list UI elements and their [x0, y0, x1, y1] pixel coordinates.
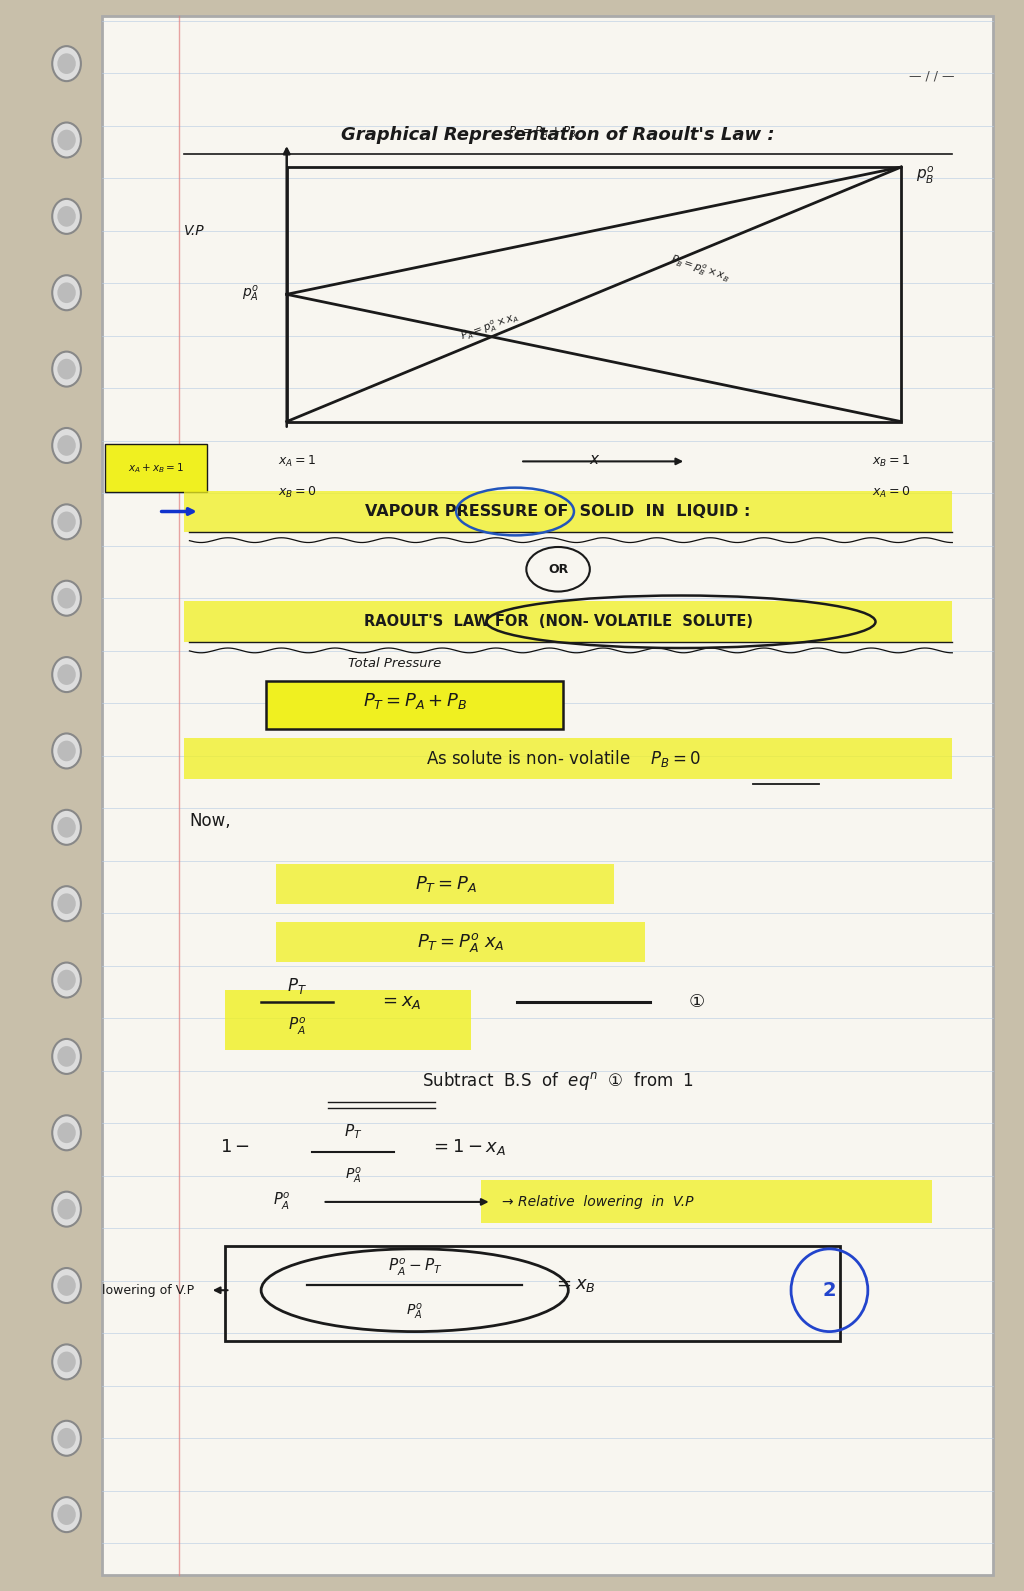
Ellipse shape	[52, 733, 81, 768]
Text: $P^o_A - P_T$: $P^o_A - P_T$	[387, 1257, 442, 1279]
Ellipse shape	[57, 1505, 76, 1526]
Ellipse shape	[57, 818, 76, 838]
Text: $P_T$: $P_T$	[344, 1122, 362, 1141]
Text: $P_T$: $P_T$	[287, 977, 307, 996]
Ellipse shape	[52, 1192, 81, 1227]
Text: Subtract  B.S  of  $eq^n$  ①  from  1: Subtract B.S of $eq^n$ ① from 1	[422, 1071, 694, 1091]
Text: $x_A = 0$: $x_A = 0$	[871, 485, 910, 500]
Text: $p^o_B$: $p^o_B$	[916, 164, 935, 186]
Text: $P_T  =  P_A$: $P_T = P_A$	[415, 875, 476, 894]
Ellipse shape	[52, 1497, 81, 1532]
Text: OR: OR	[548, 563, 568, 576]
Text: $x_A = 1$: $x_A = 1$	[278, 453, 316, 468]
Text: Graphical Representation of Raoult's Law :: Graphical Representation of Raoult's Law…	[341, 126, 775, 145]
Text: $P_B = p^o_B \times x_B$: $P_B = p^o_B \times x_B$	[668, 251, 731, 286]
Ellipse shape	[57, 1123, 76, 1144]
Text: As solute is non- volatile    $P_B = 0$: As solute is non- volatile $P_B = 0$	[426, 748, 700, 768]
Text: $P_T  =  P^o_A\ x_A$: $P_T = P^o_A\ x_A$	[417, 931, 505, 953]
Bar	[276, 923, 645, 963]
Text: 2: 2	[822, 1281, 837, 1300]
Ellipse shape	[52, 352, 81, 387]
Ellipse shape	[52, 886, 81, 921]
Ellipse shape	[57, 741, 76, 762]
Ellipse shape	[52, 581, 81, 616]
Ellipse shape	[52, 46, 81, 81]
Text: RAOULT'S  LAW FOR  (NON- VOLATILE  SOLUTE): RAOULT'S LAW FOR (NON- VOLATILE SOLUTE)	[364, 614, 753, 630]
Bar	[184, 738, 952, 780]
Ellipse shape	[52, 1115, 81, 1150]
Bar	[276, 864, 614, 904]
Text: $1 -$: $1 -$	[220, 1138, 250, 1157]
Text: $=  x_A$: $= x_A$	[379, 993, 422, 1012]
Ellipse shape	[52, 1039, 81, 1074]
Text: $= 1 - x_A$: $= 1 - x_A$	[430, 1138, 506, 1157]
Text: Total Pressure: Total Pressure	[347, 657, 441, 670]
Ellipse shape	[57, 1047, 76, 1068]
Text: $P_A = p^o_A \times x_A$: $P_A = p^o_A \times x_A$	[459, 310, 522, 345]
Ellipse shape	[57, 1429, 76, 1449]
Text: → Relative  lowering  in  V.P: → Relative lowering in V.P	[502, 1195, 693, 1209]
Text: ①: ①	[688, 993, 705, 1012]
Text: $p^o_A$: $p^o_A$	[243, 285, 259, 304]
Bar	[225, 1246, 840, 1341]
Text: $P_T = P_A + P_B$: $P_T = P_A + P_B$	[362, 690, 467, 711]
Text: $x_B = 0$: $x_B = 0$	[278, 485, 316, 500]
Ellipse shape	[52, 810, 81, 845]
Ellipse shape	[52, 504, 81, 539]
Ellipse shape	[57, 512, 76, 533]
Ellipse shape	[52, 123, 81, 158]
Text: V.P: V.P	[184, 224, 205, 237]
Bar	[184, 490, 952, 531]
Ellipse shape	[52, 199, 81, 234]
Text: $x_A + x_B = 1$: $x_A + x_B = 1$	[128, 461, 183, 474]
Ellipse shape	[52, 428, 81, 463]
Ellipse shape	[52, 1344, 81, 1379]
Bar	[225, 990, 471, 1050]
Ellipse shape	[52, 1268, 81, 1303]
Text: — / / —: — / / —	[909, 70, 954, 83]
Ellipse shape	[57, 1276, 76, 1297]
Text: x: x	[590, 452, 598, 468]
Ellipse shape	[57, 436, 76, 457]
Text: $x_B = 1$: $x_B = 1$	[871, 453, 910, 468]
Ellipse shape	[57, 971, 76, 991]
Ellipse shape	[57, 1352, 76, 1373]
Text: Now,: Now,	[189, 813, 231, 831]
Text: VAPOUR PRESSURE OF  SOLID  IN  LIQUID :: VAPOUR PRESSURE OF SOLID IN LIQUID :	[366, 504, 751, 519]
Text: $P^o_A$: $P^o_A$	[272, 1192, 291, 1212]
FancyBboxPatch shape	[105, 444, 207, 492]
Ellipse shape	[52, 657, 81, 692]
Bar	[102, 16, 993, 1575]
Ellipse shape	[52, 1421, 81, 1456]
Bar	[481, 1181, 932, 1223]
Ellipse shape	[52, 963, 81, 998]
Ellipse shape	[57, 360, 76, 380]
Ellipse shape	[57, 1200, 76, 1220]
Ellipse shape	[57, 283, 76, 304]
Bar	[184, 601, 952, 643]
Ellipse shape	[57, 53, 76, 73]
Text: $P^o_A$: $P^o_A$	[407, 1303, 423, 1322]
Ellipse shape	[57, 665, 76, 686]
Text: $P^o_A$: $P^o_A$	[288, 1015, 306, 1037]
Ellipse shape	[57, 207, 76, 228]
Text: $= x_B$: $= x_B$	[553, 1276, 596, 1295]
Ellipse shape	[57, 589, 76, 609]
Ellipse shape	[57, 894, 76, 915]
Bar	[287, 167, 901, 422]
Ellipse shape	[57, 130, 76, 151]
Ellipse shape	[52, 275, 81, 310]
Text: lowering of V.P: lowering of V.P	[102, 1284, 195, 1297]
Text: $P^o_A$: $P^o_A$	[345, 1166, 361, 1185]
Bar	[266, 681, 563, 729]
Text: $P_T = P_A + P_B$: $P_T = P_A + P_B$	[508, 124, 578, 140]
